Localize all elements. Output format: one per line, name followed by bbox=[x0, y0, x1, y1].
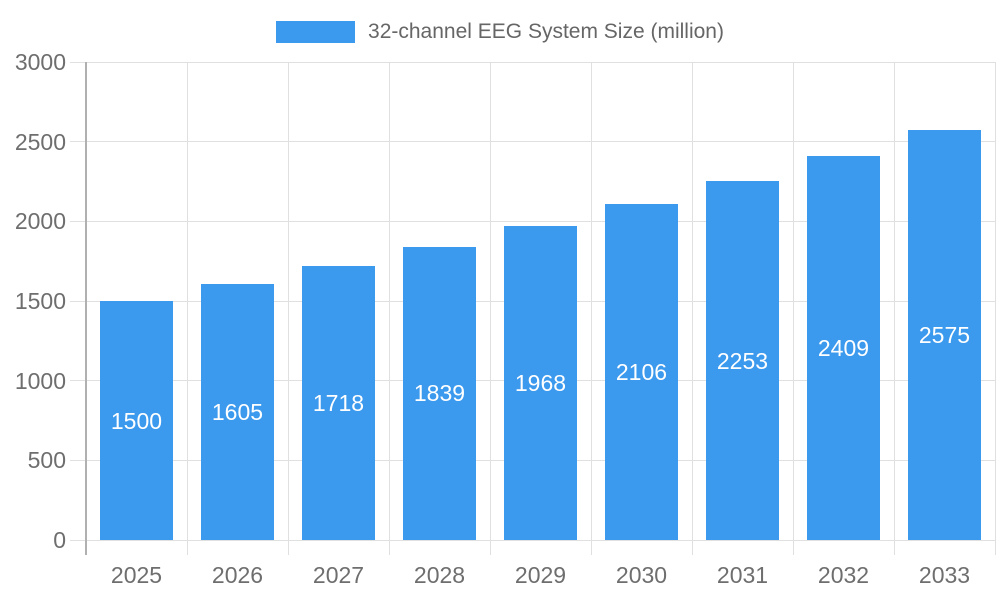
y-axis-tick-label: 3000 bbox=[14, 49, 66, 75]
bar: 1718 bbox=[302, 266, 375, 540]
grid-line-x bbox=[691, 62, 693, 555]
y-axis-tick-label: 1500 bbox=[14, 288, 66, 314]
x-axis-tick-label: 2027 bbox=[312, 562, 365, 588]
grid-line-x bbox=[792, 62, 794, 555]
grid-line-x bbox=[994, 62, 996, 555]
x-axis-tick-label: 2031 bbox=[716, 562, 769, 588]
bar: 1605 bbox=[201, 284, 274, 540]
grid-line-y bbox=[70, 539, 995, 541]
x-axis-tick-label: 2029 bbox=[514, 562, 567, 588]
bar-value-label: 1839 bbox=[413, 380, 466, 407]
bar-value-label: 2575 bbox=[918, 321, 971, 348]
x-axis-tick-label: 2033 bbox=[918, 562, 971, 588]
y-axis-tick-label: 500 bbox=[27, 447, 66, 474]
bar: 2575 bbox=[908, 129, 981, 540]
y-axis-line bbox=[85, 62, 87, 555]
legend-swatch-icon bbox=[276, 21, 356, 43]
grid-line-x bbox=[489, 62, 491, 555]
grid-line-y bbox=[70, 141, 995, 143]
bar: 2253 bbox=[706, 181, 779, 540]
bar-value-label: 2253 bbox=[716, 347, 769, 374]
grid-line-y bbox=[70, 220, 995, 222]
x-axis-tick-label: 2025 bbox=[110, 562, 163, 588]
grid-line-x bbox=[186, 62, 188, 555]
grid-line-x bbox=[590, 62, 592, 555]
x-axis-tick-label: 2032 bbox=[817, 562, 870, 588]
x-axis-tick-label: 2030 bbox=[615, 562, 668, 588]
chart-legend[interactable]: 32-channel EEG System Size (million) bbox=[0, 21, 1000, 43]
y-axis-tick-label: 2000 bbox=[14, 208, 66, 235]
bar: 1968 bbox=[504, 226, 577, 540]
bar: 2409 bbox=[807, 156, 880, 540]
bar-value-label: 2106 bbox=[615, 359, 668, 386]
grid-line-x bbox=[388, 62, 390, 555]
grid-line-y bbox=[70, 61, 995, 63]
x-axis-tick-label: 2026 bbox=[211, 562, 264, 588]
bar-value-label: 1968 bbox=[514, 370, 567, 397]
legend-label: 32-channel EEG System Size (million) bbox=[368, 20, 724, 43]
y-axis-tick-label: 2500 bbox=[14, 128, 66, 155]
bar: 1500 bbox=[100, 301, 173, 540]
x-axis-tick-label: 2028 bbox=[413, 562, 466, 588]
grid-line-x bbox=[893, 62, 895, 555]
bar-value-label: 1718 bbox=[312, 390, 365, 417]
y-axis-tick-label: 0 bbox=[53, 527, 66, 553]
y-axis-tick-label: 1000 bbox=[14, 367, 66, 394]
grid-line-x bbox=[287, 62, 289, 555]
bar: 1839 bbox=[403, 246, 476, 540]
bar-value-label: 1605 bbox=[211, 399, 264, 426]
bar: 2106 bbox=[605, 204, 678, 540]
bar-value-label: 2409 bbox=[817, 335, 870, 362]
bar-value-label: 1500 bbox=[110, 407, 163, 434]
